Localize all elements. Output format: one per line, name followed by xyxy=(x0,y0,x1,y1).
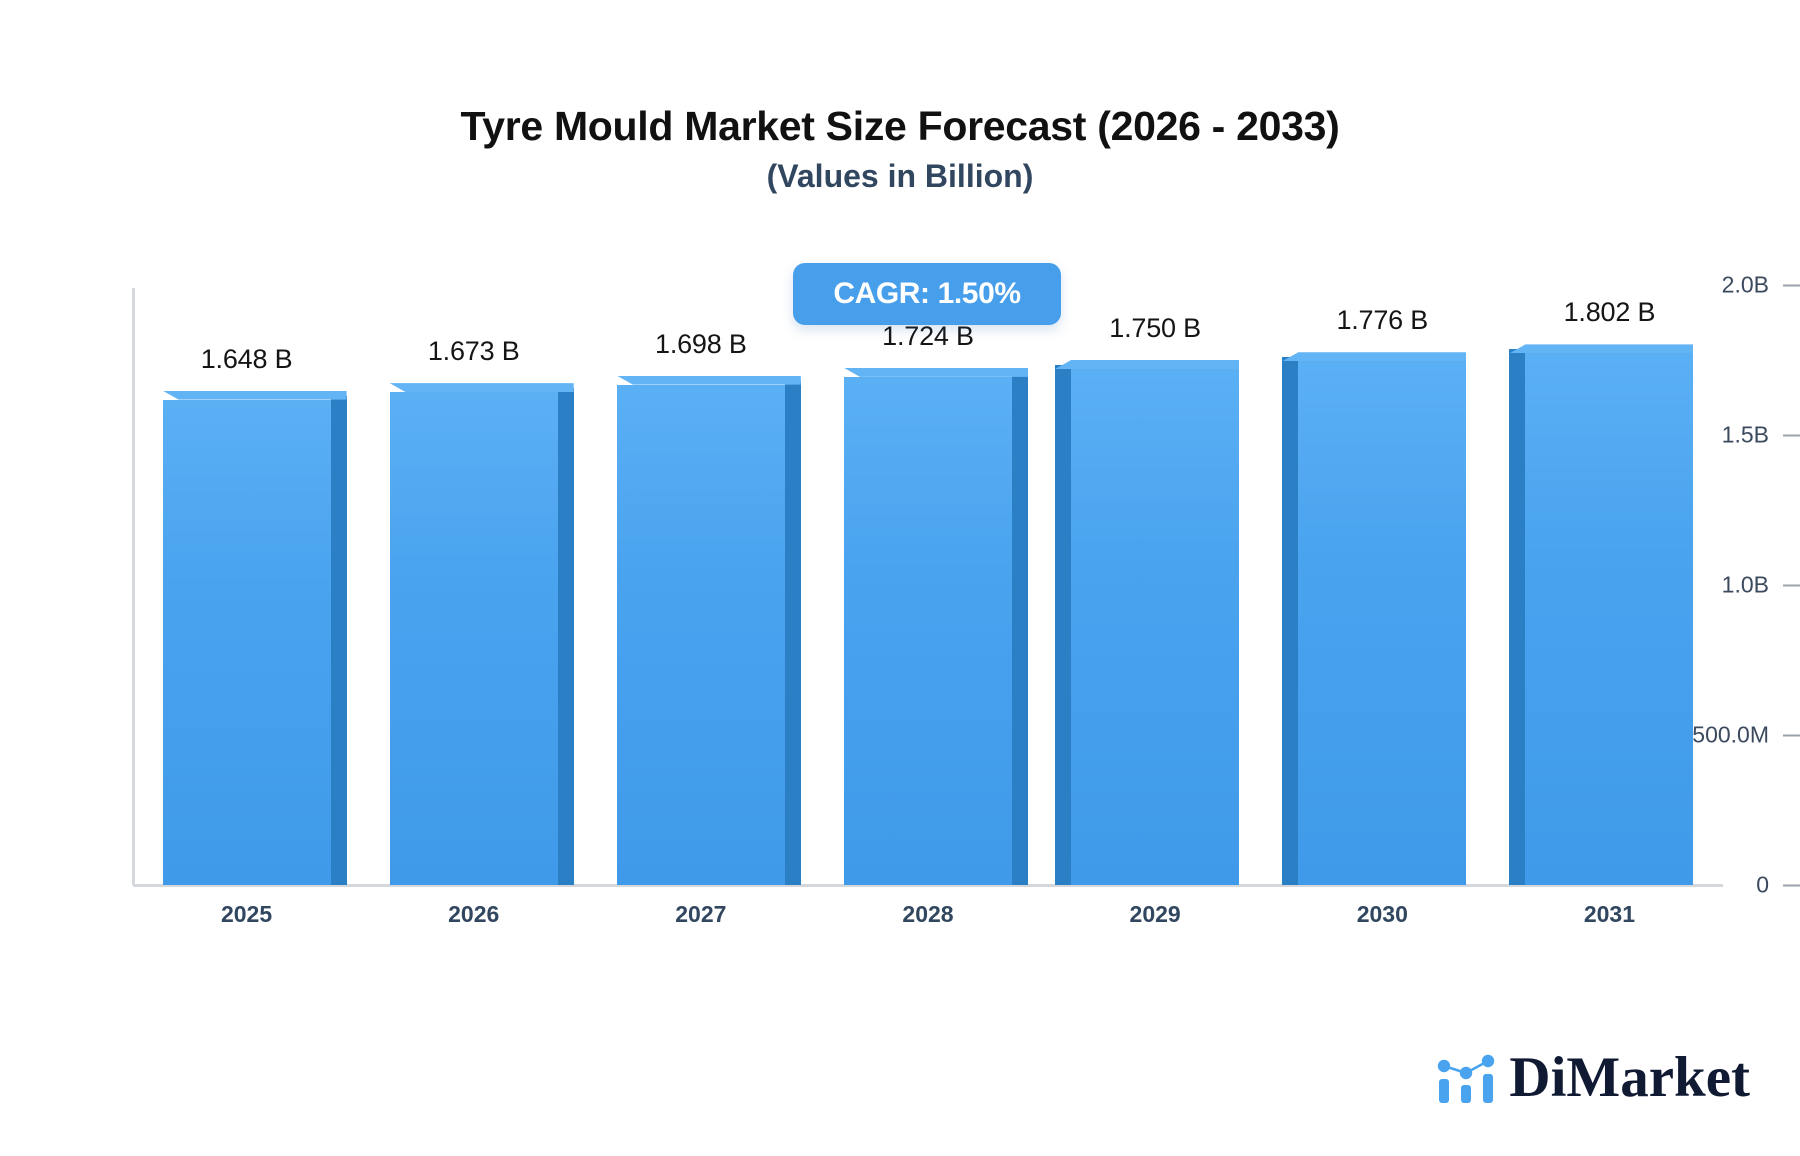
bar-value-label: 1.776 B xyxy=(1336,305,1429,336)
chart-subtitle: (Values in Billion) xyxy=(766,158,1034,195)
bar-value-label: 1.750 B xyxy=(1109,313,1201,343)
cagr-badge-label: CAGR: 1.50% xyxy=(833,277,1021,310)
title-block: Tyre Mould Market Size Forecast (2026 - … xyxy=(0,103,1800,195)
bar-front-face xyxy=(162,399,331,885)
x-axis-tick-label: 2028 xyxy=(902,901,954,927)
y-axis-tick-mark xyxy=(1783,434,1800,436)
bar-chart-icon xyxy=(1438,1054,1495,1103)
bar[interactable]: 1.802 B xyxy=(1509,297,1694,885)
bar-front-face xyxy=(1071,369,1240,885)
bar[interactable]: 1.724 B xyxy=(844,321,1028,885)
bar-value-label: 1.648 B xyxy=(200,343,293,374)
bar-top-face xyxy=(389,383,574,393)
bar-value-label: 1.724 B xyxy=(882,320,974,351)
y-axis-tick-label: 1.0B xyxy=(1721,571,1769,598)
bar-top-face xyxy=(616,375,801,385)
bar-side-face xyxy=(1509,349,1526,885)
y-axis-tick-mark xyxy=(1783,734,1800,736)
y-axis-tick: 500.0M xyxy=(1675,722,1800,749)
y-axis-line xyxy=(132,288,135,885)
bar-front-face xyxy=(1525,353,1694,885)
brand-logo: DiMarket xyxy=(1437,1049,1750,1106)
bar-top-face xyxy=(844,367,1028,377)
y-axis-tick-label: 0 xyxy=(1756,871,1769,898)
bar-side-face xyxy=(1012,372,1028,885)
bar[interactable]: 1.698 B xyxy=(616,329,801,885)
x-axis-tick-label: 2030 xyxy=(1356,901,1408,927)
y-axis-tick-label: 2.0B xyxy=(1721,271,1769,298)
y-axis-tick: 2.0B xyxy=(1675,272,1800,299)
bar[interactable]: 1.648 B xyxy=(162,344,347,885)
bar-side-face xyxy=(557,388,574,885)
bar-side-face xyxy=(1282,357,1299,885)
x-axis-tick-label: 2026 xyxy=(448,901,500,927)
bar-value-label: 1.673 B xyxy=(427,336,520,367)
y-axis-tick-mark xyxy=(1783,584,1800,586)
bar[interactable]: 1.776 B xyxy=(1282,305,1467,885)
bar-value-label: 1.698 B xyxy=(655,328,747,359)
y-axis-tick: 1.0B xyxy=(1675,572,1800,599)
bar-top-face xyxy=(1282,352,1467,362)
bar-front-face xyxy=(844,376,1012,885)
x-axis-tick-label: 2029 xyxy=(1129,901,1181,927)
y-axis-tick-label: 500.0M xyxy=(1692,721,1769,748)
bar-front-face xyxy=(389,392,558,885)
bar-front-face xyxy=(616,384,785,885)
bar-side-face xyxy=(784,380,801,885)
x-axis-line xyxy=(133,884,1723,887)
y-axis-tick: 0 xyxy=(1675,872,1800,899)
y-axis-tick-label: 1.5B xyxy=(1721,421,1769,448)
bar-value-label: 1.802 B xyxy=(1563,297,1656,328)
cagr-badge: CAGR: 1.50% xyxy=(793,263,1061,325)
page-title: Tyre Mould Market Size Forecast (2026 - … xyxy=(460,103,1340,149)
brand-name: DiMarket xyxy=(1509,1046,1750,1109)
bar-side-face xyxy=(1055,365,1072,885)
bar-side-face xyxy=(330,395,347,885)
bar-top-face xyxy=(1055,360,1240,369)
x-axis-tick-label: 2025 xyxy=(220,901,273,927)
bar-top-face xyxy=(162,390,347,400)
x-axis-tick-label: 2031 xyxy=(1583,901,1636,927)
plot-area: 1.648 B 1.673 B 1.698 B 1.724 B 1.750 B 1.776… xyxy=(133,285,1723,885)
bar[interactable]: 1.750 B xyxy=(1055,313,1240,885)
y-axis-tick-mark xyxy=(1783,284,1800,286)
y-axis-tick: 1.5B xyxy=(1675,422,1800,449)
bar[interactable]: 1.673 B xyxy=(389,336,574,885)
x-axis-tick-label: 2027 xyxy=(675,901,727,927)
bar-top-face xyxy=(1509,344,1694,354)
bar-front-face xyxy=(1298,361,1467,885)
y-axis-tick-mark xyxy=(1783,884,1800,886)
